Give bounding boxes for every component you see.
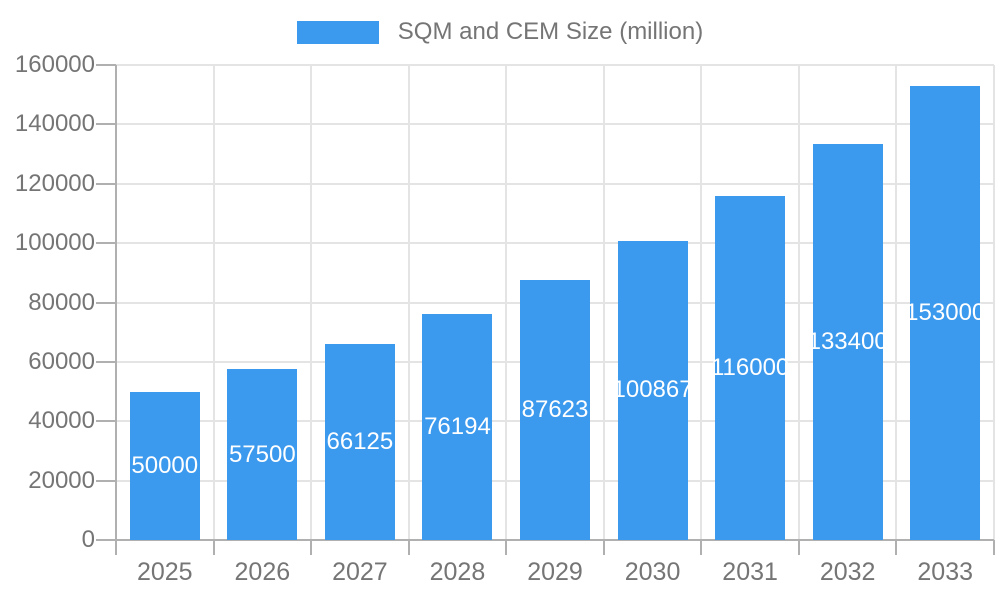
gridline-vertical (310, 65, 313, 540)
gridline-vertical (700, 65, 703, 540)
x-tick (505, 540, 508, 555)
bar-value-label: 116000 (710, 353, 790, 381)
x-tick (212, 540, 215, 555)
y-tick (96, 64, 116, 66)
x-axis-line (116, 539, 994, 541)
bar-value-label: 66125 (326, 427, 394, 455)
gridline-horizontal (116, 182, 994, 185)
bar-value-label: 153000 (905, 298, 986, 326)
y-tick (96, 182, 116, 185)
gridline-horizontal (116, 64, 994, 66)
y-tick-label: 120000 (14, 169, 95, 197)
bar-2033[interactable] (910, 85, 981, 540)
x-tick (895, 540, 898, 555)
y-tick (96, 123, 116, 126)
legend-label: SQM and CEM Size (million) (397, 18, 704, 45)
x-tick-label: 2032 (819, 558, 876, 586)
x-tick-label: 2028 (429, 558, 486, 586)
x-tick (310, 540, 313, 555)
y-tick (96, 301, 116, 304)
x-tick (700, 540, 703, 555)
bar-2027[interactable] (324, 343, 395, 540)
gridline-vertical (895, 65, 898, 540)
bar-value-label: 87623 (521, 395, 589, 423)
y-tick-label: 80000 (28, 288, 95, 316)
y-tick-label: 100000 (14, 229, 95, 257)
bar-value-label: 57500 (228, 440, 296, 468)
gridline-vertical (407, 65, 410, 540)
bar-value-label: 133400 (807, 327, 888, 355)
gridline-vertical (505, 65, 508, 540)
legend[interactable]: SQM and CEM Size (million) (0, 19, 1000, 45)
x-tick (602, 540, 605, 555)
bar-2025[interactable] (129, 391, 200, 540)
x-tick (407, 540, 410, 555)
gridline-horizontal (116, 242, 994, 245)
bar-2030[interactable] (617, 240, 688, 540)
x-tick-label: 2027 (332, 558, 388, 586)
bar-value-label: 100867 (612, 376, 693, 404)
gridline-vertical (993, 65, 995, 540)
y-tick (96, 360, 116, 363)
y-tick-label: 40000 (28, 407, 95, 435)
gridline-horizontal (116, 123, 994, 126)
y-tick (96, 479, 116, 482)
x-tick (797, 540, 800, 555)
bar-value-label: 76194 (424, 412, 491, 440)
y-tick (96, 420, 116, 423)
gridline-vertical (212, 65, 215, 540)
bar-2032[interactable] (812, 143, 883, 540)
x-tick-label: 2025 (136, 558, 193, 586)
x-tick-label: 2030 (624, 558, 681, 586)
x-tick (993, 540, 995, 555)
bar-2031[interactable] (715, 195, 786, 540)
x-tick-label: 2026 (234, 558, 291, 586)
bar-2026[interactable] (227, 369, 298, 540)
x-tick-label: 2029 (527, 558, 583, 586)
gridline-vertical (602, 65, 605, 540)
y-tick-label: 20000 (28, 466, 95, 494)
legend-swatch (296, 20, 379, 44)
bar-value-label: 50000 (131, 451, 199, 479)
bar-2028[interactable] (422, 313, 493, 540)
x-tick-label: 2031 (722, 558, 778, 586)
y-tick-label: 60000 (28, 347, 95, 375)
gridline-vertical (797, 65, 800, 540)
y-tick-label: 0 (81, 526, 95, 553)
y-axis-line (115, 65, 117, 555)
bar-2029[interactable] (520, 279, 590, 540)
y-tick-label: 160000 (14, 51, 95, 78)
y-tick (96, 242, 116, 245)
y-tick (96, 539, 116, 541)
y-tick-label: 140000 (14, 110, 95, 138)
x-tick-label: 2033 (917, 558, 974, 586)
